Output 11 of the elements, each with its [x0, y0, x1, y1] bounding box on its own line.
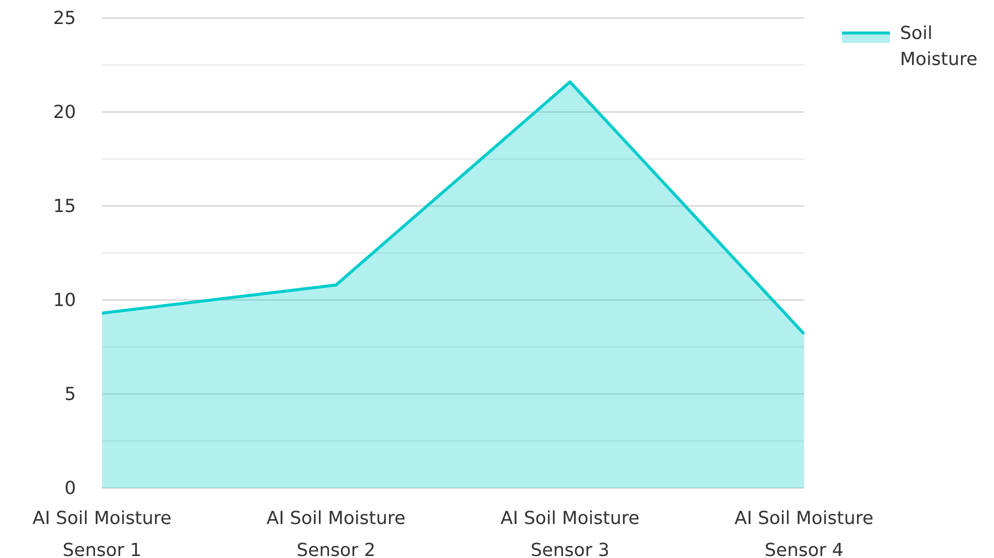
y-tick-label: 10 — [53, 290, 76, 311]
y-tick-label: 25 — [53, 8, 76, 29]
x-tick-label: AI Soil Moisture Sensor 1 — [32, 508, 172, 558]
y-tick-label: 15 — [53, 196, 76, 217]
y-tick-label: 0 — [64, 478, 76, 499]
x-tick-label: AI Soil Moisture Sensor 2 — [266, 508, 406, 558]
y-tick-label: 5 — [64, 384, 76, 405]
x-tick-label: AI Soil Moisture Sensor 3 — [500, 508, 640, 558]
legend-label: Soil Moisture — [900, 23, 978, 70]
y-tick-label: 20 — [53, 102, 76, 123]
x-tick-label: AI Soil Moisture Sensor 4 — [734, 508, 874, 558]
